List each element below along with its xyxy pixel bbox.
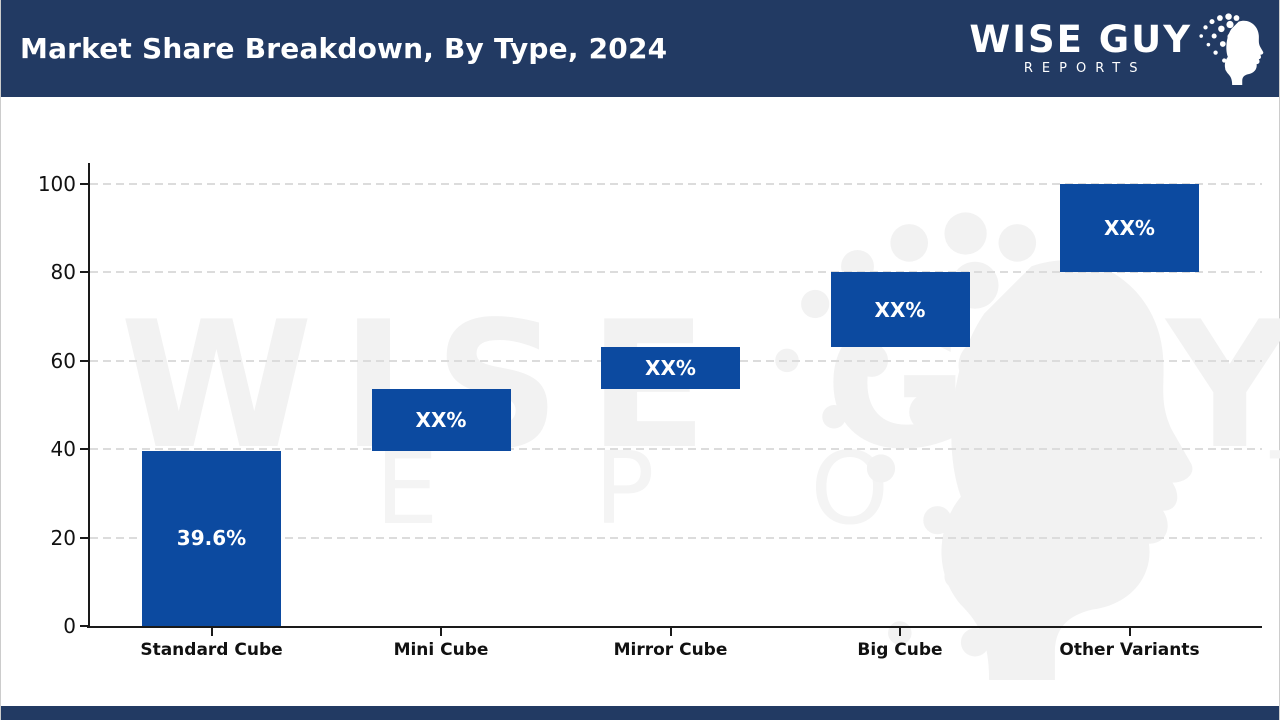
category-label: Mirror Cube [613, 640, 728, 660]
bar-big-cube: XX% [830, 272, 970, 348]
bar-value-label: 39.6% [176, 526, 247, 551]
x-axis-tick [899, 628, 901, 636]
y-axis-tick [80, 359, 88, 362]
gridline-100 [90, 182, 1262, 185]
x-axis-tick [210, 628, 213, 636]
brand-logo-text: WISE GUY REPORTS [969, 21, 1192, 76]
y-axis-tick [80, 271, 88, 274]
page-border-left [0, 0, 1, 720]
brand-subtitle: REPORTS [1023, 61, 1147, 76]
y-axis-tick-label: 40 [50, 437, 76, 462]
x-axis-tick [1128, 628, 1131, 636]
footer-bar [0, 706, 1280, 720]
y-axis-tick-label: 80 [50, 260, 76, 285]
brand-logo: WISE GUY REPORTS [969, 8, 1266, 90]
y-axis-tick-label: 0 [63, 614, 76, 638]
bar-other-variants: XX% [1060, 183, 1199, 273]
y-axis-tick [80, 625, 88, 627]
gridline-40 [90, 448, 1262, 451]
header-bar: Market Share Breakdown, By Type, 2024 WI… [0, 0, 1280, 97]
y-axis-tick-label: 100 [37, 171, 76, 196]
y-axis-line [88, 163, 90, 628]
bar-value-label: XX% [415, 408, 467, 433]
bar-mini-cube: XX% [371, 389, 511, 451]
y-axis-tick-label: 20 [50, 525, 76, 550]
category-label: Mini Cube [393, 640, 489, 660]
category-label: Big Cube [857, 640, 943, 660]
bar-value-label: XX% [874, 297, 926, 322]
brand-name: WISE GUY [969, 18, 1192, 61]
bar-value-label: XX% [1104, 215, 1155, 240]
gridline-20 [90, 536, 1262, 539]
bar-value-label: XX% [645, 356, 696, 381]
category-label: Standard Cube [140, 640, 283, 660]
y-axis-tick-label: 60 [50, 348, 76, 373]
x-axis-tick [669, 628, 672, 636]
dotted-head-profile-icon [1199, 12, 1264, 85]
bar-mirror-cube: XX% [601, 347, 740, 390]
y-axis-tick [80, 536, 88, 539]
gridline-80 [90, 271, 1262, 274]
category-label: Other Variants [1059, 640, 1200, 660]
x-axis-line [87, 626, 1262, 628]
y-axis-tick [80, 182, 88, 185]
bar-standard-cube: 39.6% [142, 450, 281, 626]
x-axis-tick [440, 628, 442, 636]
chart-title: Market Share Breakdown, By Type, 2024 [20, 32, 668, 65]
y-axis-tick [80, 448, 88, 451]
